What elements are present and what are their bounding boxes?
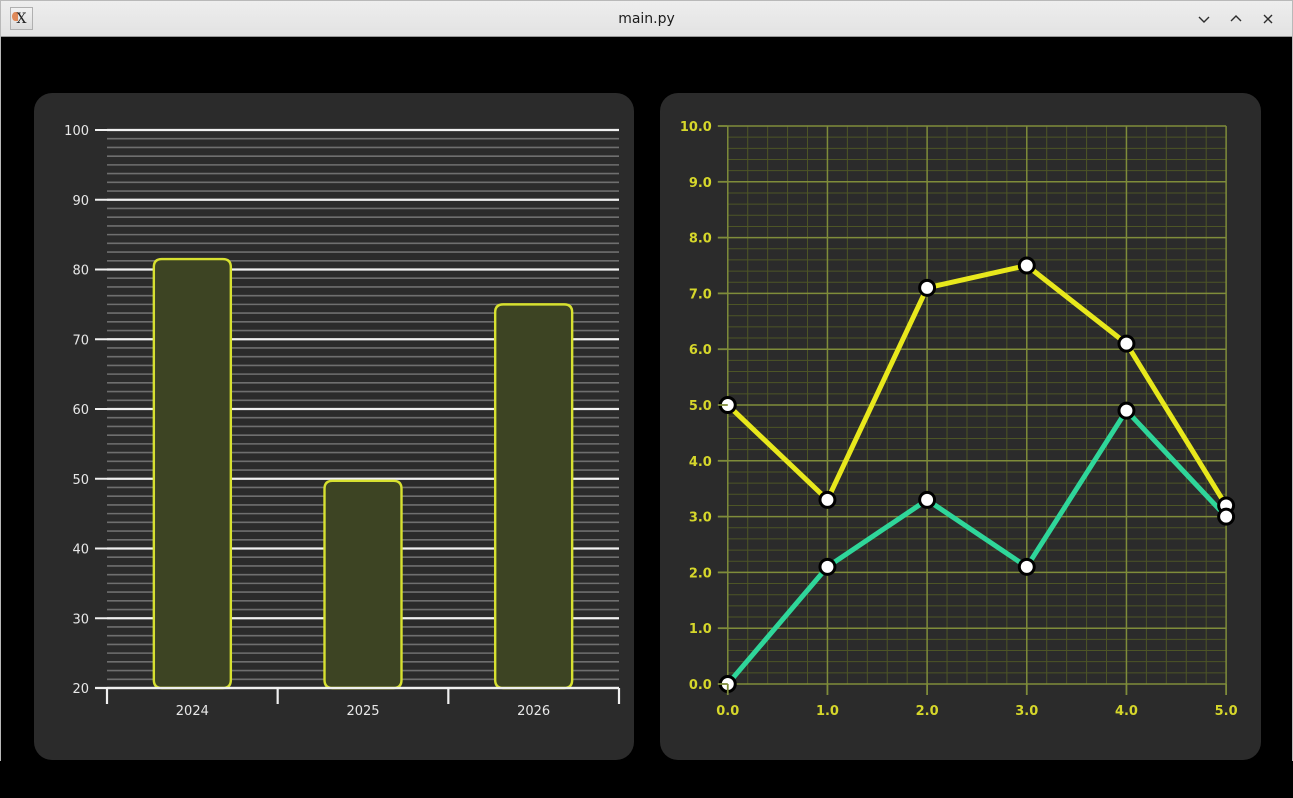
- bar-chart: 20 30 40 50 60 70 80 90 100 2024 2025 2026: [34, 93, 634, 760]
- bar-2026: [493, 303, 574, 690]
- bar-2025: [323, 479, 403, 690]
- marker-series-yellow: [1117, 334, 1136, 353]
- y-tick-label: 70: [72, 333, 89, 348]
- x-tick-label-2024: 2024: [176, 704, 209, 719]
- y-tick-label: 0.0: [689, 678, 712, 693]
- x-tick-label: 2.0: [916, 704, 939, 719]
- y-tick-label: 90: [72, 194, 89, 209]
- y-tick-label: 7.0: [689, 287, 712, 302]
- y-tick-label: 20: [72, 682, 89, 697]
- y-tick-label: 30: [72, 612, 89, 627]
- y-tick-label: 3.0: [689, 511, 712, 526]
- chevron-down-icon[interactable]: [1196, 11, 1212, 27]
- bar-chart-card: 20 30 40 50 60 70 80 90 100 2024 2025 2026: [34, 93, 634, 760]
- marker-series-green: [918, 490, 937, 509]
- y-tick-label: 8.0: [689, 232, 712, 247]
- y-tick-label: 6.0: [689, 343, 712, 358]
- line-series-green: [725, 408, 1229, 687]
- title-bar: X main.py: [1, 1, 1292, 37]
- python-x-icon: X: [10, 7, 33, 30]
- y-tick-label: 5.0: [689, 399, 712, 414]
- line-chart-card: 0.0 1.0 2.0 3.0 4.0 5.0 6.0 7.0 8.0 9.0 10.0 0.0 1.0…: [660, 93, 1261, 760]
- line-series-yellow: [725, 263, 1229, 508]
- x-tick-label-2026: 2026: [517, 704, 550, 719]
- marker-series-green: [1017, 557, 1036, 576]
- x-tick-label: 5.0: [1215, 704, 1238, 719]
- marker-series-green: [818, 557, 837, 576]
- y-tick-label: 10.0: [680, 120, 712, 135]
- marker-series-green: [1217, 507, 1236, 526]
- marker-series-yellow: [918, 278, 937, 297]
- marker-series-green: [1117, 401, 1136, 420]
- y-tick-label: 100: [64, 124, 89, 139]
- x-tick-label: 1.0: [816, 704, 839, 719]
- y-tick-label: 4.0: [689, 455, 712, 470]
- application-window: X main.py 20 30 40 50 60 70 80 90 100 2024 2025 202…: [0, 0, 1293, 761]
- line-chart: 0.0 1.0 2.0 3.0 4.0 5.0 6.0 7.0 8.0 9.0 10.0 0.0 1.0…: [660, 93, 1261, 760]
- bar-2024: [152, 257, 233, 690]
- x-tick-label: 4.0: [1115, 704, 1138, 719]
- x-tick-label: 3.0: [1015, 704, 1038, 719]
- close-x-icon[interactable]: [1260, 11, 1276, 27]
- y-tick-label: 40: [72, 543, 89, 558]
- y-tick-label: 2.0: [689, 566, 712, 581]
- y-tick-label: 9.0: [689, 176, 712, 191]
- y-tick-label: 1.0: [689, 622, 712, 637]
- marker-series-yellow: [818, 490, 837, 509]
- window-title: main.py: [618, 10, 675, 27]
- x-tick-label-2025: 2025: [346, 704, 379, 719]
- window-controls: [1196, 11, 1292, 27]
- y-tick-label: 60: [72, 403, 89, 418]
- chevron-up-icon[interactable]: [1228, 11, 1244, 27]
- x-tick-label: 0.0: [716, 704, 739, 719]
- charts-container: 20 30 40 50 60 70 80 90 100 2024 2025 2026 0.0 1.0 2.…: [1, 37, 1292, 798]
- y-tick-label: 80: [72, 264, 89, 279]
- y-tick-label: 50: [72, 473, 89, 488]
- marker-series-yellow: [1017, 256, 1036, 275]
